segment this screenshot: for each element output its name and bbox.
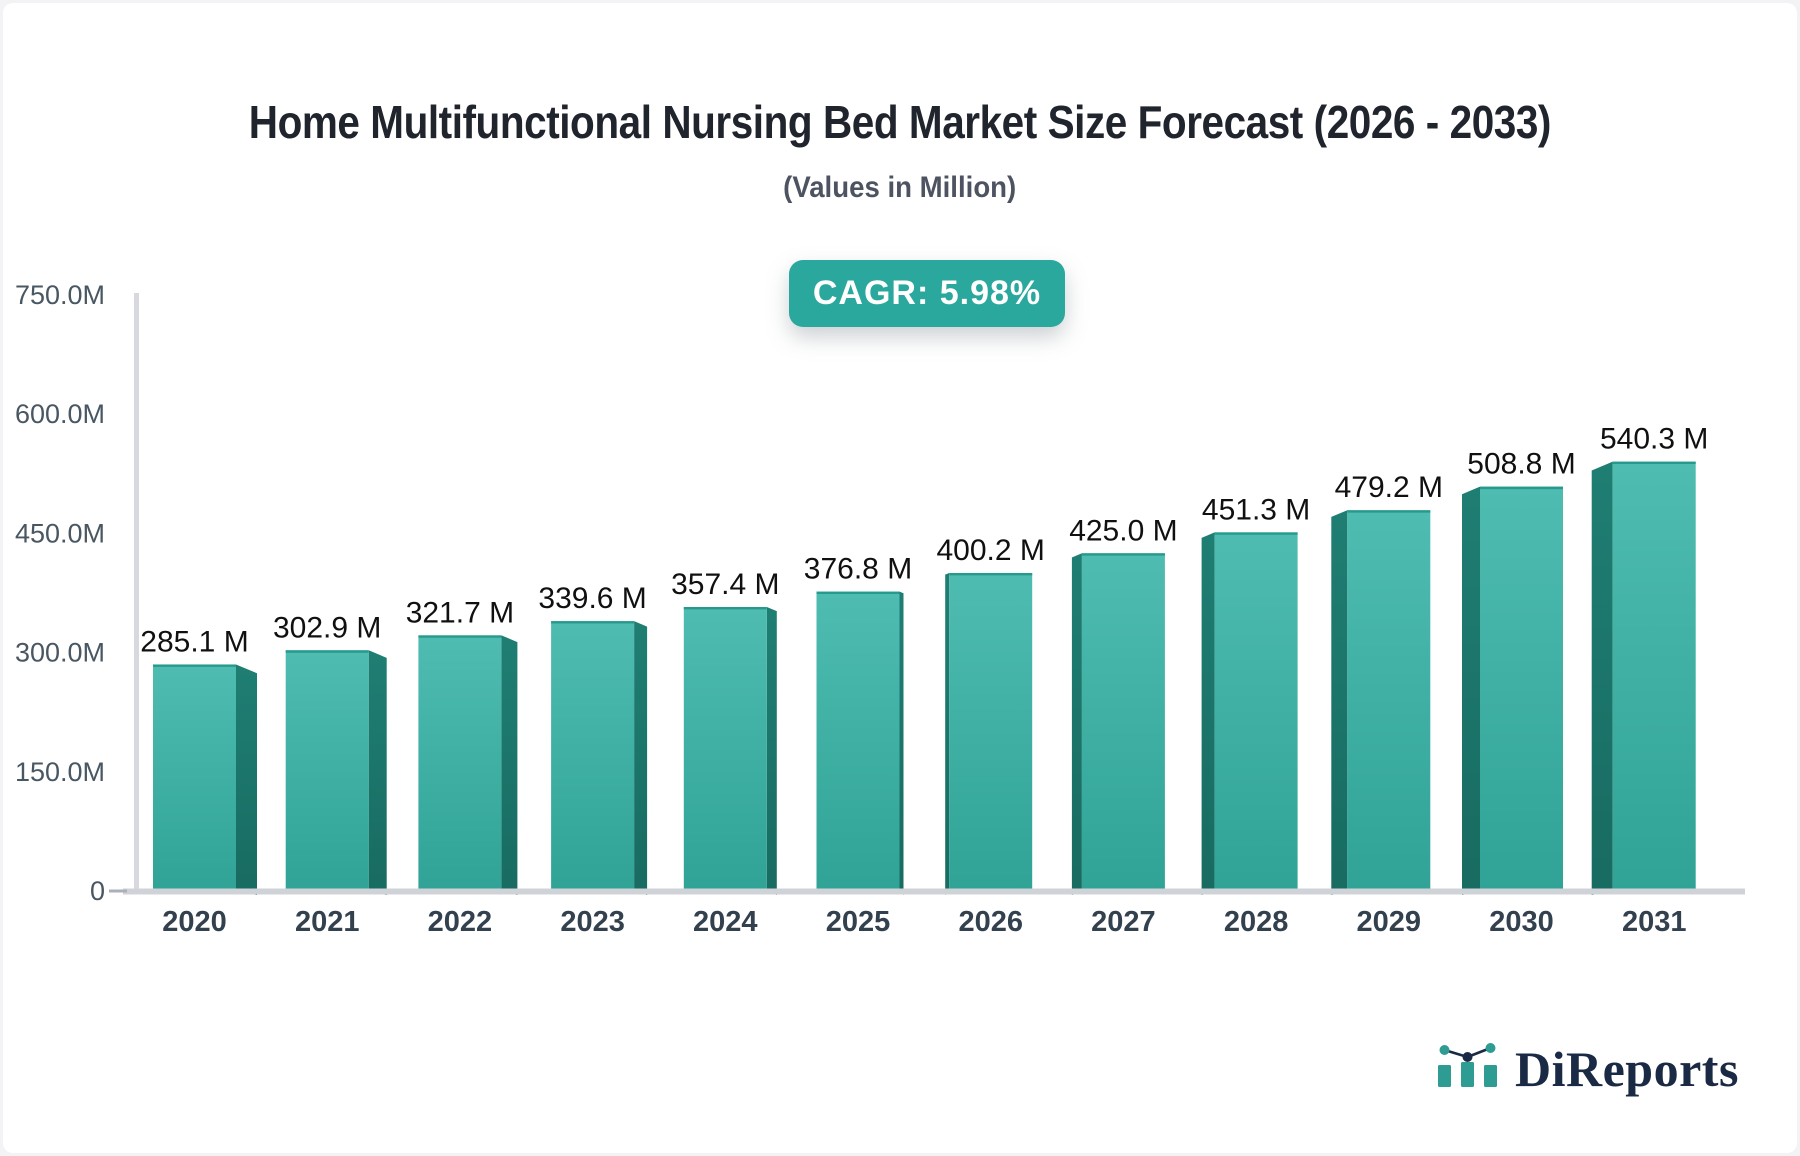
bar-2027: 425.0 M [1069, 514, 1178, 895]
bar-value-label: 357.4 M [671, 568, 779, 601]
x-axis-label: 2028 [1224, 906, 1289, 938]
y-axis-tick-label: 750.0M [15, 280, 105, 310]
bar-side-face [1331, 510, 1348, 895]
bar-front-face [1081, 553, 1165, 891]
bar-side-face [368, 650, 387, 895]
mini-bar-line-chart-icon [1438, 1043, 1497, 1087]
x-axis-label: 2031 [1622, 906, 1687, 938]
bar-value-label: 302.9 M [273, 611, 381, 644]
x-axis-label: 2027 [1091, 906, 1156, 938]
bar-value-label: 285.1 M [140, 625, 248, 658]
bar-value-label: 479.2 M [1335, 471, 1443, 504]
bar-2020: 285.1 M [140, 625, 257, 895]
chart-subtitle: (Values in Million) [3, 171, 1797, 205]
bar-2029: 479.2 M [1331, 471, 1443, 895]
brand-logo: DiReports [1435, 1036, 1739, 1102]
cagr-badge: CAGR: 5.98% [789, 260, 1065, 327]
x-axis-label: 2026 [958, 906, 1023, 938]
bar-value-label: 321.7 M [406, 596, 514, 629]
cagr-badge-label: CAGR: 5.98% [812, 274, 1042, 312]
bar-2024: 357.4 M [671, 568, 780, 895]
bar-front-face [153, 664, 236, 891]
x-axis-label: 2021 [295, 906, 360, 938]
bar-side-face [766, 606, 777, 895]
bar-value-label: 400.2 M [936, 534, 1044, 567]
x-axis-label: 2024 [693, 906, 758, 938]
bar-2023: 339.6 M [538, 582, 648, 895]
bar-front-face [418, 635, 502, 891]
y-axis-tick-label: 0 [90, 876, 105, 906]
bar-value-label: 451.3 M [1202, 493, 1310, 526]
bar-front-face [1612, 461, 1696, 891]
bar-value-label: 540.3 M [1600, 423, 1708, 456]
chart-subtitle-text: (Values in Million) [783, 171, 1017, 204]
chart-card: Home Multifunctional Nursing Bed Market … [3, 3, 1797, 1153]
bar-side-face [1201, 532, 1215, 895]
bar-side-face [1071, 553, 1082, 895]
bar-side-face [1462, 486, 1480, 895]
bar-2022: 321.7 M [406, 596, 518, 895]
y-axis-tick-label: 300.0M [15, 638, 105, 668]
bar-value-label: 376.8 M [804, 553, 912, 586]
y-axis-tick-label: 600.0M [15, 399, 105, 429]
bar-2030: 508.8 M [1462, 448, 1576, 895]
bar-2025: 376.8 M [804, 553, 912, 895]
x-axis-label: 2020 [162, 906, 227, 938]
brand-logo-text: DiReports [1515, 1041, 1739, 1097]
bar-2028: 451.3 M [1201, 493, 1310, 895]
bar-value-label: 508.8 M [1467, 448, 1575, 481]
bar-side-face [634, 621, 648, 895]
bar-2026: 400.2 M [936, 534, 1045, 895]
x-axis-label: 2029 [1357, 906, 1422, 938]
page-title-text: Home Multifunctional Nursing Bed Market … [248, 96, 1552, 148]
bar-value-label: 425.0 M [1069, 514, 1177, 547]
x-axis-label: 2025 [826, 906, 891, 938]
bar-2021: 302.9 M [273, 611, 387, 895]
bar-side-face [501, 635, 518, 895]
bar-side-face [945, 572, 950, 895]
bar-front-face [1214, 532, 1298, 891]
bar-chart: 285.1 M 302.9 M 321.7 M 339.6 M 357.4 M 376.8… [15, 280, 1745, 938]
bar-front-face [1347, 510, 1431, 891]
bar-value-label: 339.6 M [538, 582, 646, 615]
bar-front-face [683, 606, 767, 891]
bar-2031: 540.3 M [1591, 423, 1708, 895]
y-axis-tick-label: 150.0M [15, 757, 105, 787]
x-axis-label: 2022 [428, 906, 493, 938]
bar-front-face [816, 591, 900, 891]
page-title: Home Multifunctional Nursing Bed Market … [3, 95, 1797, 149]
bar-front-face [285, 650, 369, 891]
y-axis-tick-label: 450.0M [15, 518, 105, 548]
bar-front-face [551, 621, 635, 891]
bar-side-face [899, 591, 904, 895]
bar-side-face [1591, 461, 1613, 895]
bar-front-face [949, 572, 1033, 891]
bar-side-face [236, 664, 257, 895]
x-axis-label: 2023 [560, 906, 625, 938]
bar-front-face [1480, 486, 1563, 891]
x-axis-label: 2030 [1489, 906, 1554, 938]
